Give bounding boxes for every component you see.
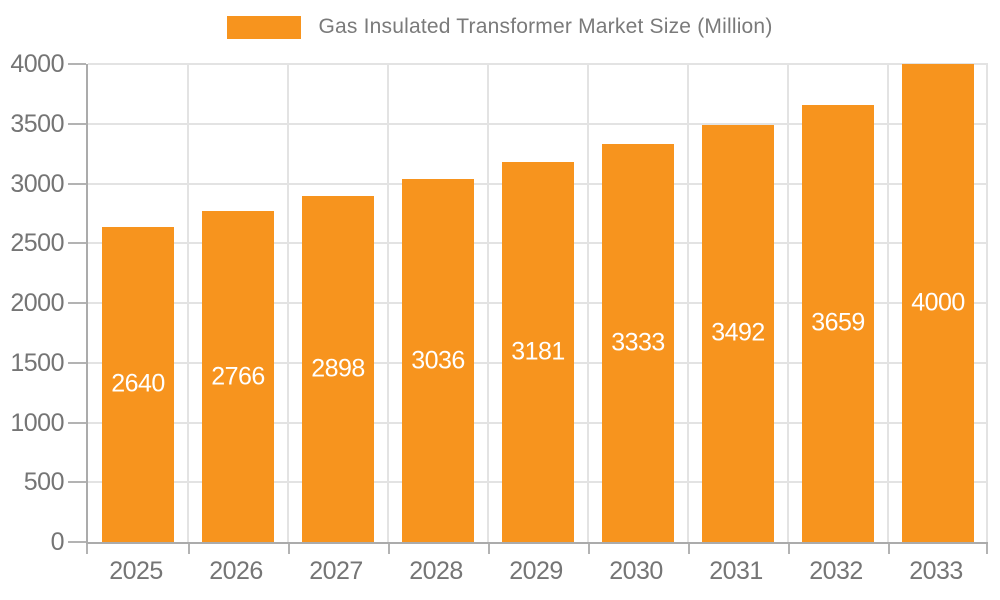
y-axis-tick-label: 3500 xyxy=(10,109,64,138)
bar-2033[interactable]: 4000 xyxy=(902,64,974,542)
bar-2032[interactable]: 3659 xyxy=(802,104,874,542)
y-axis-tick xyxy=(68,481,86,484)
gridline-vertical xyxy=(487,64,489,542)
gridline-vertical xyxy=(787,64,789,542)
y-axis-tick-label: 3000 xyxy=(10,169,64,198)
gridline-horizontal xyxy=(88,122,988,125)
legend: Gas Insulated Transformer Market Size (M… xyxy=(0,15,1000,39)
x-axis-tick-label: 2025 xyxy=(109,557,163,585)
x-axis-tick-label: 2027 xyxy=(309,557,363,585)
x-axis-tick xyxy=(288,544,290,554)
y-axis-tick-label: 0 xyxy=(50,528,65,556)
x-axis-tick xyxy=(188,544,190,554)
x-axis: 2025 2026 2027 2028 2029 2030 2031 2032 2033 xyxy=(86,544,988,585)
gridline-vertical xyxy=(687,64,689,542)
gridline-vertical xyxy=(187,64,189,542)
bar-2031[interactable]: 3492 xyxy=(702,124,774,542)
y-axis-tick xyxy=(68,63,86,65)
x-axis-tick-label: 2029 xyxy=(509,557,563,585)
y-axis-tick-label: 2500 xyxy=(10,229,64,258)
bar-value-label: 3659 xyxy=(811,308,865,337)
y-axis-tick-label: 4000 xyxy=(10,50,64,78)
y-axis-tick xyxy=(68,122,86,125)
bar-value-label: 2640 xyxy=(111,369,165,398)
bar-2030[interactable]: 3333 xyxy=(602,143,674,542)
y-axis-tick xyxy=(68,421,86,424)
x-axis-tick xyxy=(588,544,590,554)
legend-item[interactable]: Gas Insulated Transformer Market Size (M… xyxy=(227,15,772,39)
y-axis-tick-label: 1000 xyxy=(10,408,64,437)
gridline-horizontal xyxy=(88,63,988,65)
x-axis-tick xyxy=(788,544,790,554)
x-axis-tick-label: 2028 xyxy=(409,557,463,585)
bar-2029[interactable]: 3181 xyxy=(502,161,574,542)
bar-value-label: 4000 xyxy=(911,288,965,317)
x-axis-tick xyxy=(688,544,690,554)
bar-value-label: 3492 xyxy=(711,318,765,347)
y-axis-tick-label: 1500 xyxy=(10,348,64,377)
gridline-vertical xyxy=(587,64,589,542)
x-axis-tick xyxy=(986,544,988,554)
bar-value-label: 3333 xyxy=(611,328,665,357)
x-axis-tick-label: 2032 xyxy=(809,557,863,585)
y-axis-tick xyxy=(68,182,86,185)
bar-value-label: 3181 xyxy=(511,337,565,366)
x-axis-tick xyxy=(388,544,390,554)
y-axis-tick-label: 500 xyxy=(23,468,65,497)
bar-value-label: 3036 xyxy=(411,346,465,375)
plot-area: 0 500 1000 1500 2000 2500 3000 3500 4000 2640 2766… xyxy=(10,51,988,555)
legend-color-swatch xyxy=(227,15,302,39)
x-axis-tick-label: 2033 xyxy=(909,557,963,585)
y-axis-tick-label: 2000 xyxy=(10,289,64,317)
bar-value-label: 2898 xyxy=(311,354,365,383)
x-axis-tick xyxy=(488,544,490,554)
bar-2027[interactable]: 2898 xyxy=(302,195,374,542)
bar-2025[interactable]: 2640 xyxy=(102,226,174,542)
bar-value-label: 2766 xyxy=(211,362,265,391)
x-axis-tick-label: 2031 xyxy=(709,557,763,585)
gridline-vertical xyxy=(887,64,889,542)
y-axis-tick xyxy=(68,302,86,304)
x-axis-tick xyxy=(86,544,88,554)
x-axis-tick xyxy=(888,544,890,554)
x-axis-tick-label: 2030 xyxy=(609,557,663,585)
gridline-vertical xyxy=(387,64,389,542)
gridline-vertical xyxy=(986,64,988,542)
bar-2026[interactable]: 2766 xyxy=(202,211,274,542)
x-axis-tick-label: 2026 xyxy=(209,557,263,585)
gridline-vertical xyxy=(287,64,289,542)
y-axis-tick xyxy=(68,242,86,245)
y-axis-tick xyxy=(68,361,86,364)
bar-2028[interactable]: 3036 xyxy=(402,179,474,542)
y-axis-tick xyxy=(68,541,86,543)
legend-label: Gas Insulated Transformer Market Size (M… xyxy=(318,15,773,38)
